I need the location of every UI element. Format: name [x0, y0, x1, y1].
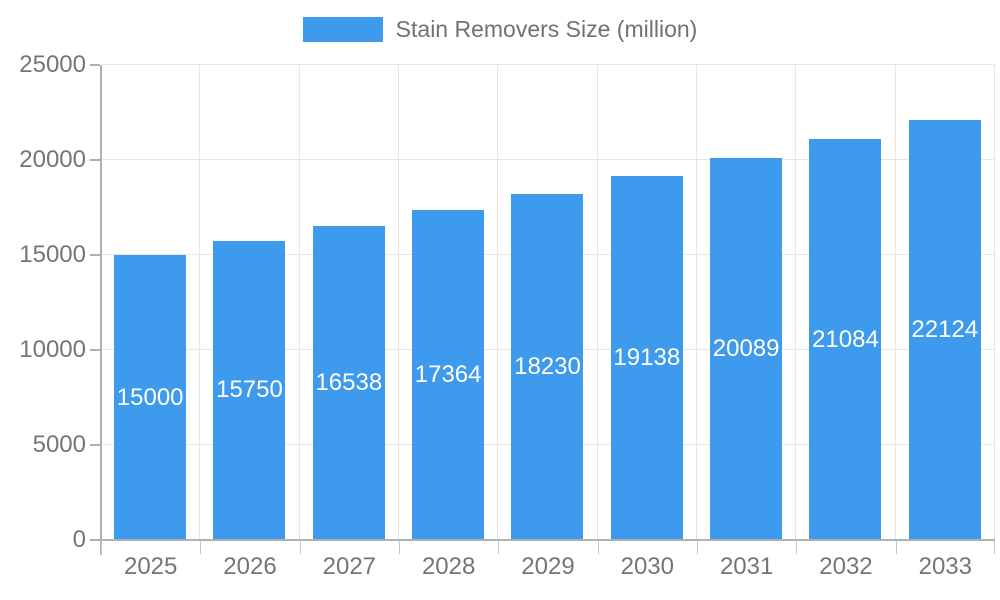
bar-2031: 20089 — [710, 158, 783, 540]
x-tick-8 — [895, 541, 897, 554]
x-axis-label-2028: 2028 — [421, 553, 476, 580]
y-axis-label-5000: 5000 — [32, 431, 86, 458]
x-axis-line — [100, 539, 995, 541]
bar-2032: 21084 — [809, 139, 882, 540]
x-axis-label-2033: 2033 — [918, 553, 972, 580]
bar-value-label: 16538 — [315, 368, 383, 396]
gridline-20000 — [101, 159, 995, 160]
x-axis-label-2029: 2029 — [521, 553, 575, 580]
y-tick-0 — [90, 539, 100, 541]
x-tick-0 — [101, 541, 102, 554]
bar-series: 15000 15750 16538 17364 18230 19138 20089 21084… — [101, 65, 995, 540]
category-cell-2028: 17364 — [399, 65, 499, 540]
category-cell-2027: 16538 — [300, 65, 399, 540]
y-tick-15000 — [90, 254, 100, 256]
y-tick-25000 — [90, 64, 100, 66]
y-axis-label-25000: 25000 — [19, 51, 86, 78]
bar-2033: 22124 — [908, 119, 981, 540]
category-cell-2030: 19138 — [598, 65, 697, 540]
x-tick-3 — [399, 541, 400, 554]
bar-2027: 16538 — [312, 225, 385, 540]
bar-value-label: 22124 — [911, 315, 979, 343]
legend-label: Stain Removers Size (million) — [395, 16, 698, 42]
y-axis-label-15000: 15000 — [19, 241, 86, 268]
bar-2028: 17364 — [412, 210, 485, 540]
x-axis-label-2032: 2032 — [819, 553, 873, 580]
category-cell-2026: 15750 — [200, 65, 300, 540]
category-cell-2029: 18230 — [498, 65, 598, 540]
bar-value-label: 18230 — [514, 352, 581, 380]
y-tick-20000 — [90, 159, 100, 161]
bar-2025: 15000 — [114, 255, 187, 540]
bar-2026: 15750 — [213, 240, 286, 540]
y-axis-label-0: 0 — [72, 526, 86, 553]
x-axis-label-2027: 2027 — [322, 553, 377, 580]
plot-area: 15000 15750 16538 17364 18230 19138 20089 21084… — [101, 64, 995, 540]
category-cell-2032: 21084 — [796, 65, 896, 540]
legend-swatch — [302, 17, 383, 42]
bar-value-label: 19138 — [613, 344, 681, 372]
category-cell-2033: 22124 — [896, 65, 995, 540]
x-tick-2 — [299, 541, 301, 554]
x-tick-9 — [994, 541, 995, 554]
y-axis-label-20000: 20000 — [19, 146, 86, 173]
y-tick-10000 — [90, 349, 100, 351]
gridline-25000 — [101, 64, 995, 65]
y-axis-line — [100, 65, 102, 555]
bar-2029: 18230 — [511, 193, 584, 540]
bar-2030: 19138 — [610, 176, 683, 540]
bar-value-label: 21084 — [812, 325, 879, 353]
x-tick-1 — [200, 541, 202, 554]
legend: Stain Removers Size (million) — [0, 16, 1000, 43]
x-axis-label-2026: 2026 — [223, 553, 277, 580]
y-tick-5000 — [90, 444, 100, 446]
bar-value-label: 15000 — [116, 383, 184, 411]
x-tick-7 — [796, 541, 798, 554]
category-cell-2031: 20089 — [697, 65, 797, 540]
x-tick-5 — [597, 541, 599, 554]
x-tick-6 — [697, 541, 698, 554]
y-axis-label-10000: 10000 — [19, 336, 86, 363]
bar-value-label: 17364 — [414, 361, 482, 389]
x-axis-labels: 2025 2026 2027 2028 2029 2030 2031 2032 2033 — [101, 552, 995, 582]
bar-value-label: 20089 — [712, 335, 780, 363]
category-cell-2025: 15000 — [101, 65, 201, 540]
bar-value-label: 15750 — [216, 376, 283, 404]
x-axis-label-2030: 2030 — [620, 553, 674, 580]
x-tick-4 — [498, 541, 500, 554]
x-axis-label-2025: 2025 — [123, 553, 178, 580]
x-axis-label-2031: 2031 — [719, 553, 774, 580]
